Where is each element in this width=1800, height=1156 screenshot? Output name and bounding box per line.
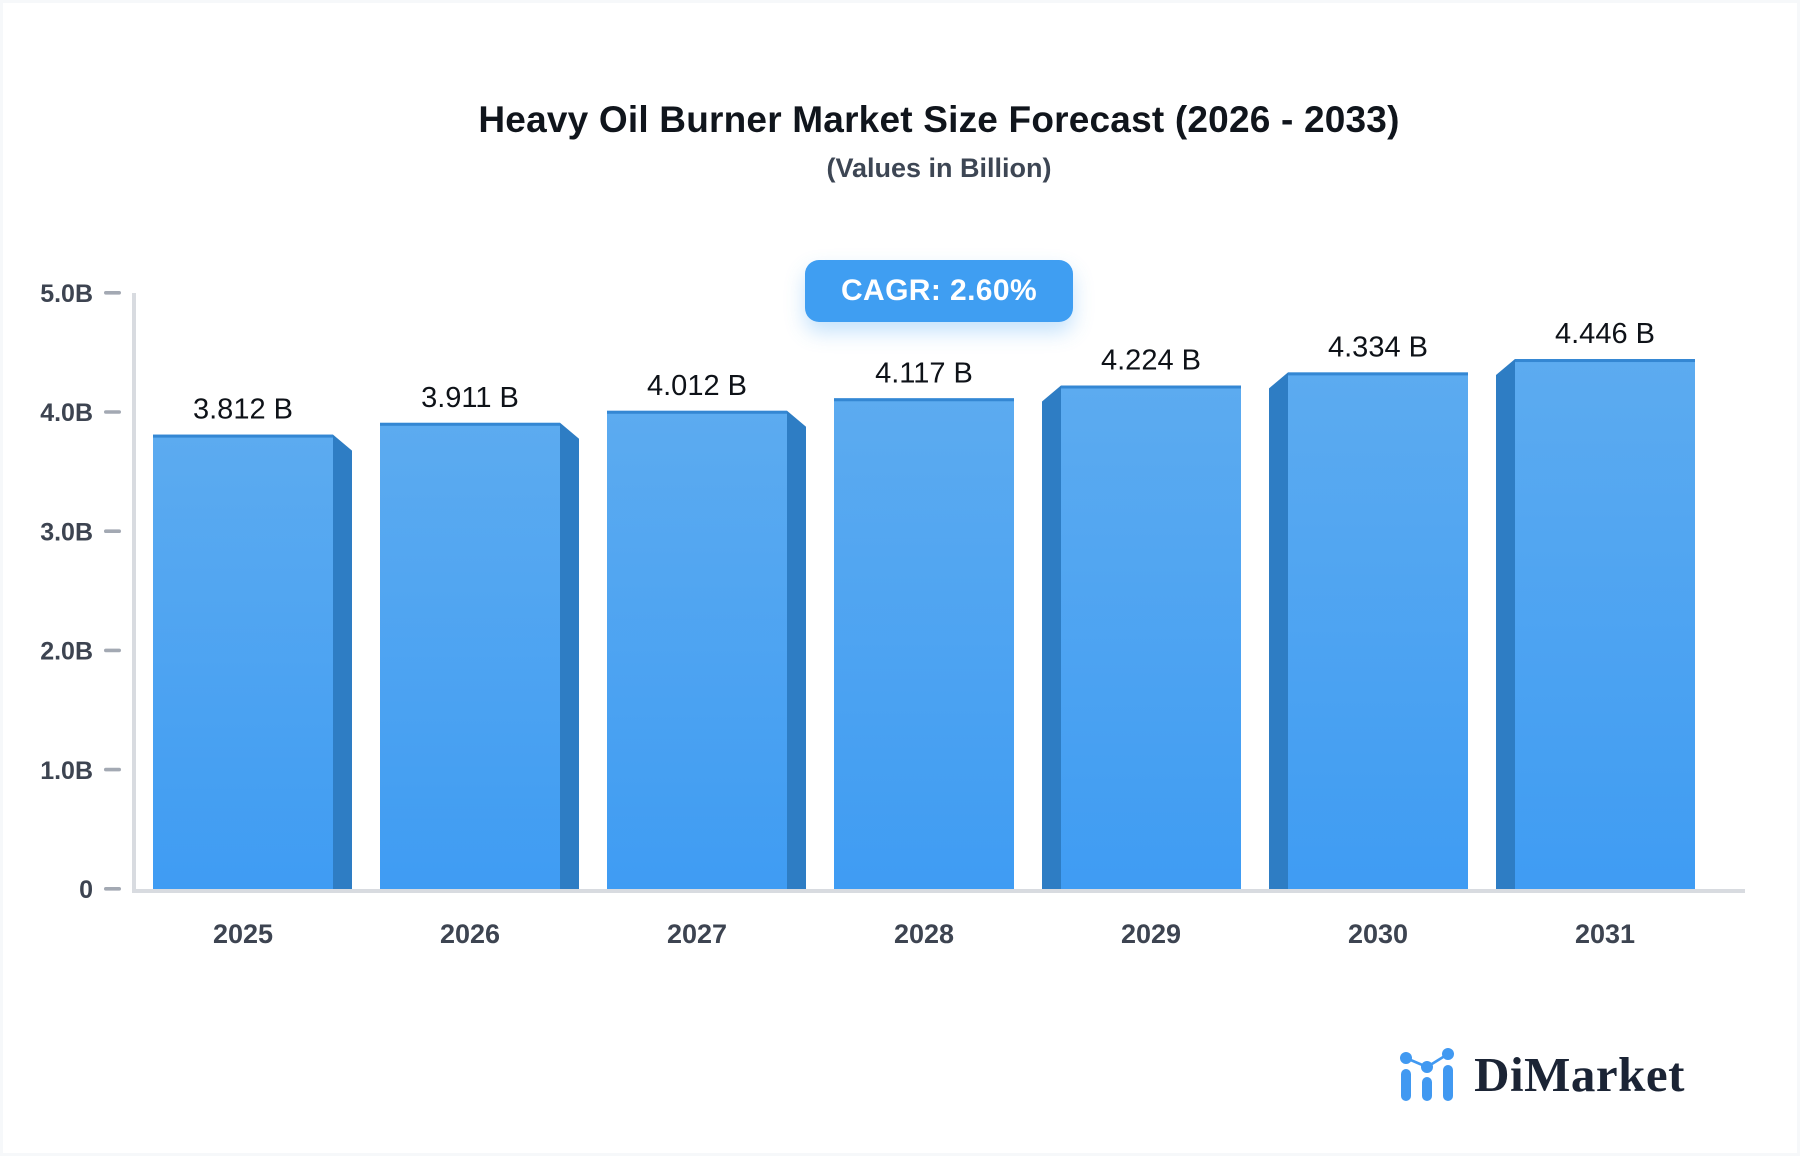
- y-tick-label: 1.0B: [40, 757, 93, 785]
- y-tick-dash: [104, 410, 121, 414]
- bar-face[interactable]: [153, 434, 333, 889]
- bar-group: 4.117 B 2028: [834, 357, 1014, 949]
- y-tick-label: 4.0B: [40, 399, 93, 427]
- bar-face[interactable]: [1515, 359, 1695, 889]
- bar-value-label: 4.117 B: [875, 357, 973, 389]
- brand-logo: DiMarket: [1394, 1039, 1685, 1111]
- bar-value-label: 4.446 B: [1555, 318, 1655, 350]
- y-tick-dash: [104, 291, 121, 295]
- bar-side-face: [1042, 385, 1061, 889]
- cagr-badge-row: CAGR: 2.60%: [133, 260, 1745, 322]
- bar-face[interactable]: [834, 398, 1014, 889]
- cagr-badge-label: CAGR: 2.60%: [840, 274, 1038, 307]
- bar-group: 4.224 B 2029: [1042, 344, 1241, 949]
- bar-value-label: 3.812 B: [193, 394, 293, 426]
- bar-top-edge: [380, 422, 560, 426]
- bar-chart-trend-icon: [1400, 1048, 1455, 1101]
- chart-title: Heavy Oil Burner Market Size Forecast (2…: [478, 99, 1400, 140]
- bar-top-edge: [153, 434, 333, 438]
- bar-group: 4.334 B 2030: [1269, 331, 1468, 949]
- bar-face[interactable]: [607, 410, 787, 889]
- bar-value-label: 3.911 B: [421, 382, 519, 414]
- bar-group: 4.012 B 2027: [607, 370, 806, 949]
- cagr-badge: CAGR: 2.60%: [804, 260, 1074, 322]
- bar-face[interactable]: [1061, 385, 1241, 889]
- y-tick-label: 0: [79, 876, 93, 904]
- x-tick-label: 2030: [1348, 919, 1408, 949]
- y-tick-dash: [104, 529, 121, 533]
- bar-face[interactable]: [1288, 372, 1468, 889]
- y-tick-label: 3.0B: [40, 518, 93, 546]
- bar-side-face: [333, 434, 352, 889]
- bar-face[interactable]: [380, 422, 560, 889]
- bar-group: 3.812 B 2025: [153, 394, 352, 949]
- x-axis-line: [132, 889, 1745, 893]
- bar-group: 3.911 B 2026: [380, 382, 579, 949]
- bar-side-face: [1269, 372, 1288, 889]
- y-tick-dash: [104, 767, 121, 772]
- x-tick-label: 2031: [1575, 919, 1635, 949]
- bar-group: 4.446 B 2031: [1496, 318, 1695, 949]
- bar-side-face: [1496, 359, 1515, 889]
- brand-name: DiMarket: [1474, 1047, 1685, 1102]
- bar-side-face: [560, 422, 579, 889]
- chart-subtitle: (Values in Billion): [826, 153, 1052, 183]
- bar-top-edge: [1288, 372, 1468, 376]
- bar-chart-plot: 3.812 B 2025 3.911 B 2026 4.012 B 2027 4.117 B…: [40, 280, 1745, 949]
- y-tick-label: 5.0B: [40, 280, 93, 308]
- y-tick-label: 2.0B: [40, 638, 93, 666]
- bar-top-edge: [834, 398, 1014, 402]
- bar-side-face: [787, 410, 806, 889]
- bar-top-edge: [1515, 359, 1695, 363]
- x-tick-label: 2026: [440, 919, 500, 949]
- bar-top-edge: [1061, 385, 1241, 389]
- x-tick-label: 2029: [1121, 919, 1181, 949]
- x-tick-label: 2028: [894, 919, 954, 949]
- bar-value-label: 4.334 B: [1328, 331, 1428, 363]
- bar-top-edge: [607, 410, 787, 414]
- x-tick-label: 2025: [213, 919, 273, 949]
- bar-value-label: 4.224 B: [1101, 344, 1201, 376]
- bar-value-label: 4.012 B: [647, 370, 747, 402]
- y-tick-dash: [104, 648, 121, 653]
- y-axis-line: [132, 293, 136, 893]
- y-tick-dash: [104, 887, 121, 891]
- x-tick-label: 2027: [667, 919, 727, 949]
